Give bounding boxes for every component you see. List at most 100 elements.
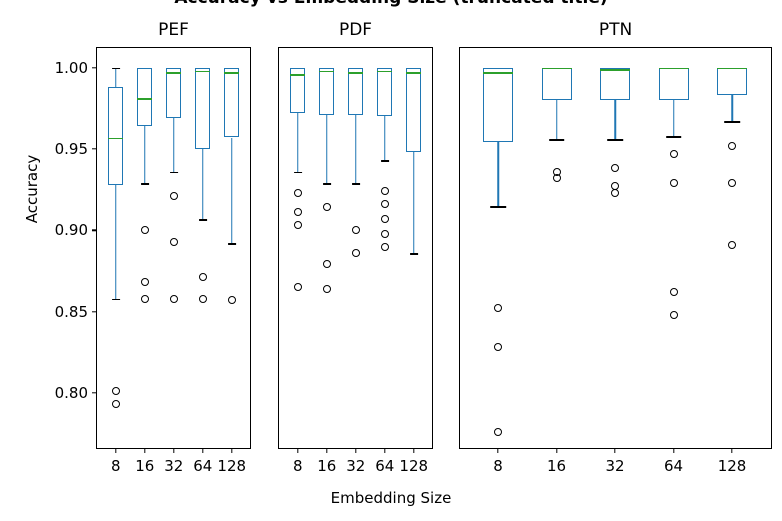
outlier-point [111,387,120,396]
x-tick-mark [497,448,499,453]
x-tick-label: 128 [717,457,747,475]
y-tick-mark [92,229,97,231]
x-tick-label: 64 [193,457,213,475]
y-tick-label: 0.90 [54,221,88,240]
outlier-point [169,237,178,246]
median-line [377,70,393,73]
median-line [348,72,364,74]
outlier-point [380,229,389,238]
outlier-point [293,208,302,217]
x-tick-label: 64 [663,457,684,475]
whisker-lower [672,100,675,136]
outlier-point [380,242,389,251]
whisker-lower [173,117,175,172]
outlier-point [669,179,678,188]
outlier-point [293,283,302,292]
box [224,67,240,138]
x-tick-label: 16 [135,457,155,475]
outlier-point [728,179,737,188]
outlier-point [351,226,360,235]
outlier-point [169,192,178,201]
figure-title: Accuracy vs Embedding Size (truncated ti… [0,0,782,8]
panel-title: PTN [598,20,633,40]
x-tick-label: 32 [605,457,625,475]
whisker-lower [731,95,733,122]
cap-lower [380,160,389,163]
y-tick-mark [92,392,97,394]
x-tick-label: 8 [493,457,503,475]
box [600,67,631,101]
cap-lower [665,135,682,138]
median-line [290,74,306,76]
x-tick-label: 16 [546,457,567,475]
outlier-point [293,221,302,230]
y-tick-mark [92,310,97,313]
median-line [224,72,240,74]
x-tick-label: 32 [164,457,184,475]
box [290,67,306,114]
x-tick-mark [115,448,117,453]
cap-lower [322,183,331,185]
subplot-panel-ptn: PTN 8 16 32 64 128 [459,20,772,475]
outlier-point [611,188,620,197]
outlier-point [728,141,737,150]
whisker-lower [614,100,616,140]
median-line [108,137,124,140]
outlier-point [669,149,678,158]
cap-upper [111,67,120,70]
cap-lower [293,171,302,174]
whisker-upper [115,67,117,88]
cap-lower [227,243,236,246]
outlier-point [669,288,678,297]
whisker-lower [144,126,146,184]
box [377,67,393,117]
outlier-point [140,294,149,303]
x-axis-label: Embedding Size [330,489,452,507]
outlier-point [728,240,737,249]
whisker-lower [497,142,499,206]
median-line [483,72,514,74]
box [658,67,689,101]
x-tick-label: 8 [111,457,121,475]
x-tick-mark [731,448,733,453]
x-tick-mark [173,448,175,453]
outlier-point [552,174,561,183]
y-tick-label: 0.95 [54,139,88,158]
subplot-panel-pef: PEF 1.00 0.95 0.90 0.85 0.80 8 16 32 64 128 [55,20,251,475]
cap-lower [724,121,740,124]
outlier-point [611,164,620,173]
y-tick-mark [92,66,97,69]
subplot-panel-pdf: PDF 8 16 32 64 128 [278,20,433,475]
x-tick-label: 8 [293,457,303,475]
x-tick-mark [144,448,146,453]
x-tick-mark [614,448,616,453]
outlier-point [351,249,360,258]
whisker-lower [555,100,558,140]
outlier-point [494,428,503,437]
whisker-lower [326,114,328,184]
x-tick-mark [355,448,357,453]
whisker-lower [383,116,386,161]
median-line [406,72,422,74]
y-tick-label: 0.85 [54,302,88,321]
outlier-point [198,273,207,282]
outlier-point [227,296,236,305]
x-tick-label: 128 [399,457,429,475]
median-line [600,69,631,71]
x-tick-mark [672,448,675,453]
median-line [166,72,182,74]
whisker-lower [297,113,299,172]
box [541,67,572,101]
plot-area: 8 16 32 64 128 [279,48,432,475]
x-tick-mark [555,448,558,453]
cap-lower [198,218,207,221]
box [137,67,153,127]
y-tick-label: 0.80 [54,384,88,403]
x-tick-label: 16 [317,457,337,475]
y-axis-label: Accuracy [23,154,41,224]
box [319,67,335,115]
x-tick-mark [202,448,204,453]
outlier-point [140,226,149,235]
outlier-point [322,260,331,269]
